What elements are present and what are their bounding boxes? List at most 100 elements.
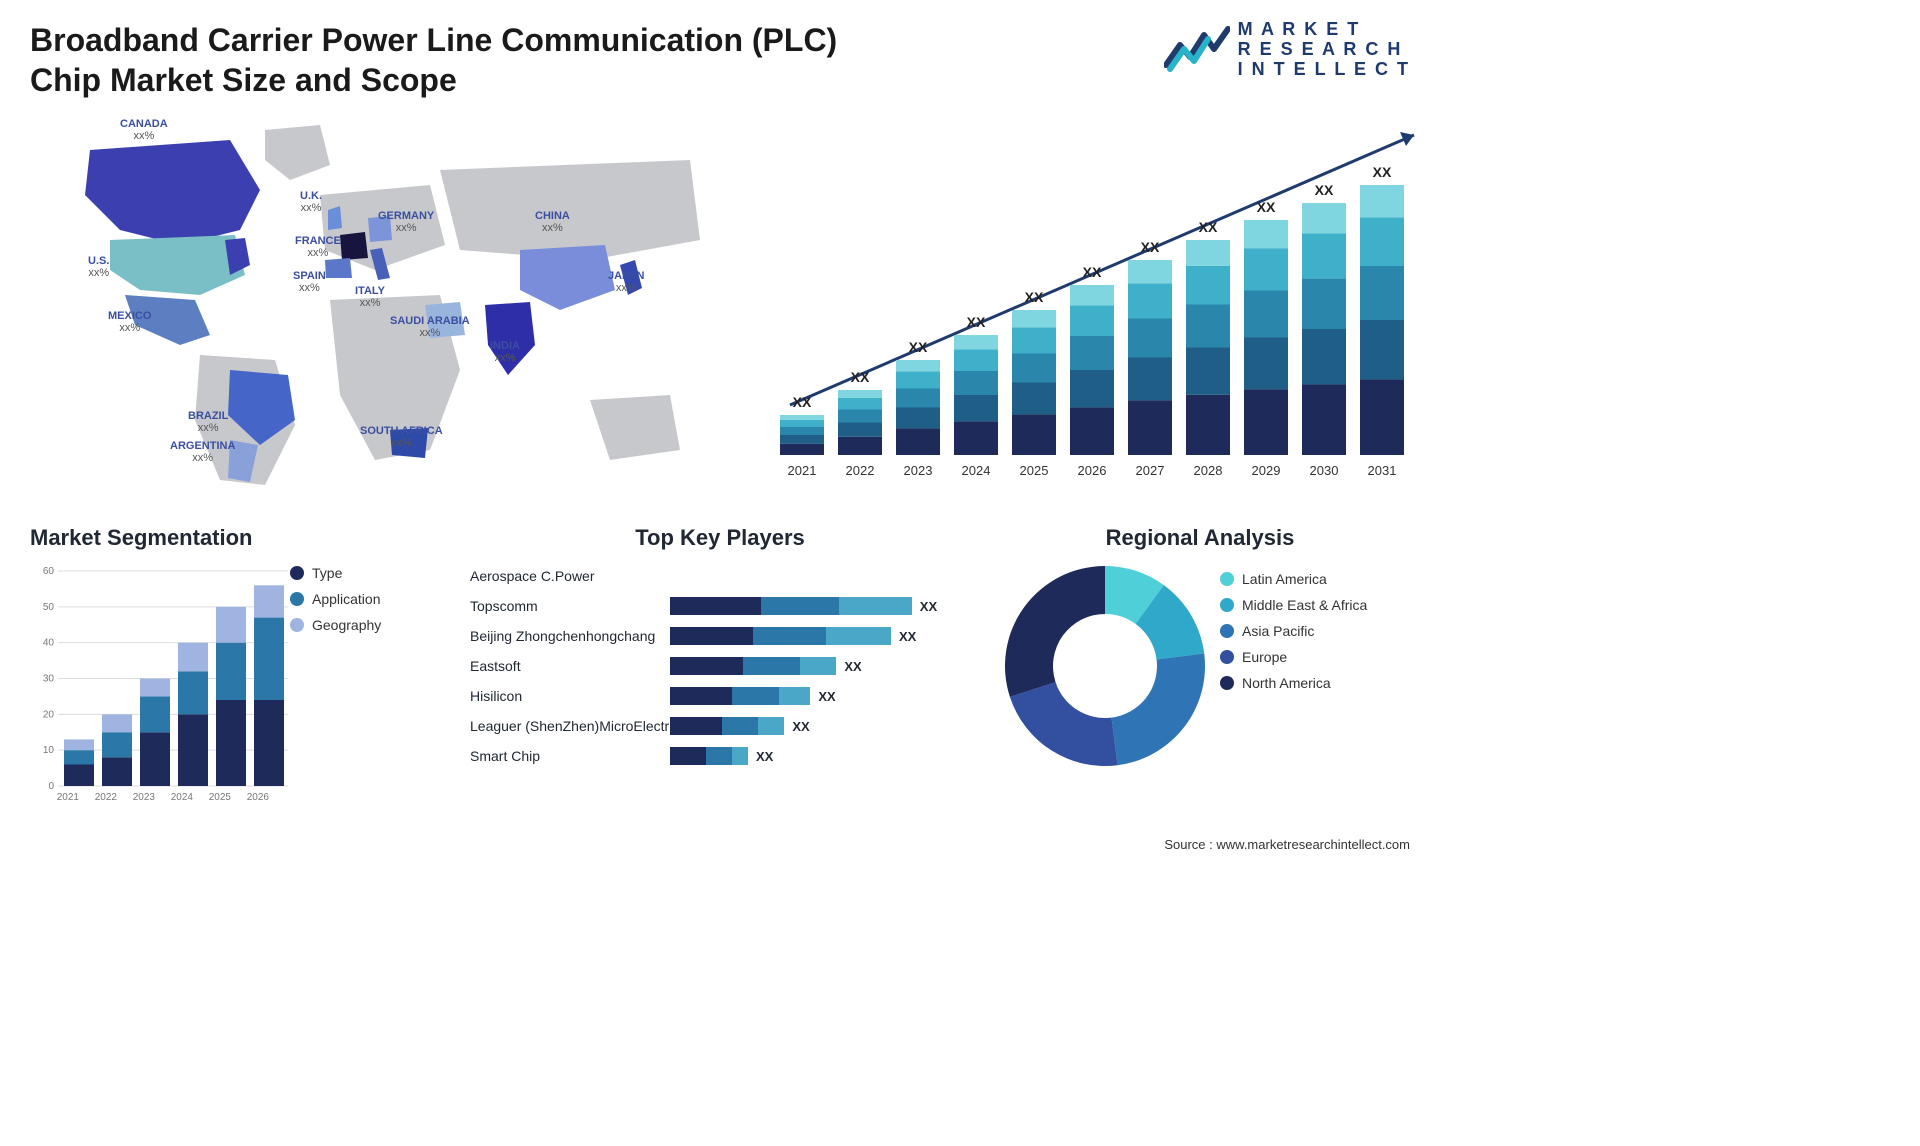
svg-text:2026: 2026 [247,792,270,803]
growth-bar-seg [1302,384,1346,455]
growth-bar-seg [780,435,824,444]
growth-year-label: 2023 [904,463,933,478]
player-row: Smart ChipXX [470,741,970,771]
growth-bar-seg [954,335,998,349]
page-title: Broadband Carrier Power Line Communicati… [30,20,910,100]
seg-bar-seg [64,765,94,787]
growth-bar-chart: XX2021XX2022XX2023XX2024XX2025XX2026XX20… [760,110,1420,490]
donut-slice [1112,653,1205,765]
country-france [340,232,368,260]
seg-bar-seg [140,679,170,697]
logo-text: M A R K E T R E S E A R C H I N T E L L … [1238,20,1410,79]
growth-bar-seg [1360,266,1404,320]
growth-bar-seg [1244,389,1288,455]
key-players-panel: Top Key Players Aerospace C.Power Topscom… [470,525,970,815]
growth-bar-seg [1244,338,1288,390]
country-russia-asia [440,160,700,260]
growth-year-label: 2025 [1020,463,1049,478]
growth-bar-seg [1070,407,1114,455]
seg-bar-seg [102,714,132,732]
growth-bar-seg [1360,185,1404,217]
country-usa [110,235,245,295]
growth-bar-seg [1360,320,1404,379]
growth-bar-seg [1128,319,1172,358]
growth-bar-seg [780,444,824,455]
player-bar-seg [732,687,779,705]
player-row: Aerospace C.Power [470,561,970,591]
growth-chart-panel: XX2021XX2022XX2023XX2024XX2025XX2026XX20… [760,110,1420,500]
player-label: Hisilicon [470,688,670,704]
growth-bar-seg [1070,370,1114,407]
growth-bar-value: XX [1199,219,1218,235]
growth-bar-value: XX [1257,199,1276,215]
map-label-spain: SPAINxx% [293,270,326,294]
growth-bar-seg [1302,279,1346,329]
player-bar-seg [670,657,743,675]
seg-bar-seg [140,696,170,732]
country-china [520,245,615,310]
growth-bar-seg [896,389,940,408]
growth-bar-seg [954,395,998,421]
regional-title: Regional Analysis [990,525,1410,551]
player-value: XX [818,689,835,704]
map-label-italy: ITALYxx% [355,285,385,309]
svg-text:60: 60 [43,566,55,577]
growth-bar-seg [1012,354,1056,383]
svg-text:40: 40 [43,638,55,649]
growth-bar-value: XX [851,369,870,385]
growth-bar-seg [1070,336,1114,370]
growth-bar-seg [1012,414,1056,455]
player-value: XX [792,719,809,734]
map-label-argentina: ARGENTINAxx% [170,440,235,464]
player-value: XX [756,749,773,764]
growth-bar-value: XX [1025,289,1044,305]
player-bar-seg [826,627,891,645]
brand-logo: M A R K E T R E S E A R C H I N T E L L … [1164,20,1410,79]
seg-bar-seg [102,732,132,757]
source-attribution: Source : www.marketresearchintellect.com [1164,837,1410,852]
growth-bar-seg [1070,305,1114,336]
seg-bar-seg [178,643,208,672]
map-label-canada: CANADAxx% [120,118,168,142]
player-row: Hisilicon XX [470,681,970,711]
country-australia [590,395,680,460]
player-value: XX [844,659,861,674]
player-bar-seg [670,747,706,765]
growth-bar-seg [780,427,824,435]
growth-bar-seg [1360,379,1404,455]
growth-bar-seg [1128,283,1172,318]
seg-bar-seg [178,671,208,714]
growth-bar-seg [1186,240,1230,266]
seg-bar-seg [64,750,94,764]
growth-bar-seg [896,408,940,429]
player-row: Beijing ZhongchenhongchangXX [470,621,970,651]
player-value: XX [920,599,937,614]
growth-bar-value: XX [1373,164,1392,180]
players-title: Top Key Players [470,525,970,551]
world-map-panel: CANADAxx%U.S.xx%MEXICOxx%BRAZILxx%ARGENT… [30,110,730,500]
svg-text:2021: 2021 [57,792,80,803]
country-spain [325,258,352,278]
svg-text:2024: 2024 [171,792,194,803]
growth-bar-seg [1360,217,1404,266]
seg-bar-seg [254,618,284,700]
svg-text:2022: 2022 [95,792,118,803]
seg-bar-seg [216,643,246,700]
player-bar-seg [670,687,732,705]
seg-bar-seg [178,714,208,786]
growth-bar-value: XX [793,394,812,410]
player-bar-seg [706,747,732,765]
map-label-japan: JAPANxx% [608,270,644,294]
player-bar-seg [800,657,836,675]
player-bar-seg [839,597,912,615]
segmentation-bar-chart: 0102030405060202120222023202420252026 [30,561,290,811]
svg-text:30: 30 [43,674,55,685]
country-uk [328,206,342,230]
growth-bar-seg [954,371,998,395]
player-bar-seg [743,657,800,675]
player-label: Topscomm [470,598,670,614]
player-bar-seg [670,627,753,645]
seg-bar-seg [102,757,132,786]
logo-mark-icon [1164,25,1230,75]
map-label-france: FRANCExx% [295,235,341,259]
